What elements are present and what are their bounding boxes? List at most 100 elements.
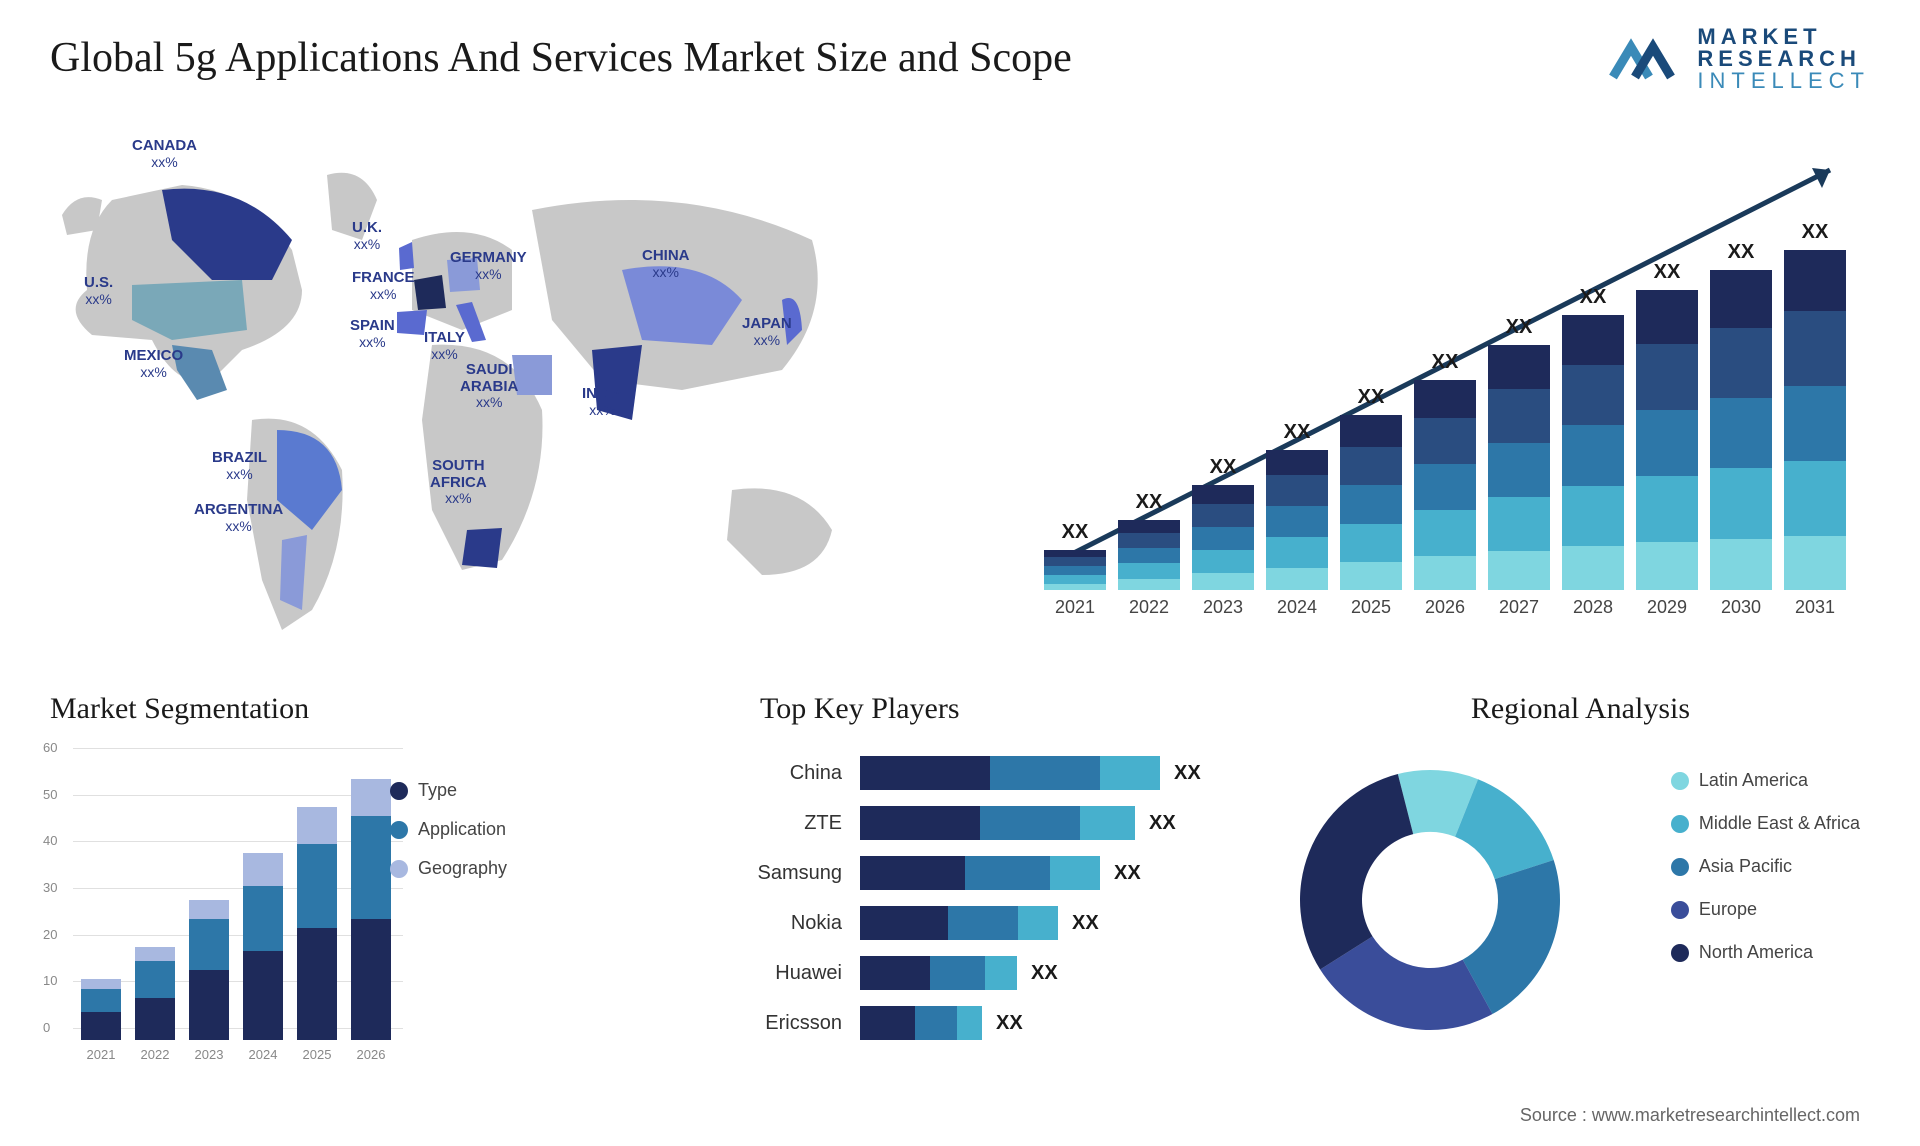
- main-bar-2031: [1784, 250, 1846, 590]
- map-label-spain: SPAINxx%: [350, 318, 395, 351]
- map-label-germany: GERMANYxx%: [450, 250, 527, 283]
- segmentation-legend: TypeApplicationGeography: [390, 780, 507, 879]
- regional-donut-chart: [1280, 750, 1580, 1050]
- main-xlabel: 2027: [1488, 597, 1550, 618]
- main-bar-2023: [1192, 485, 1254, 590]
- main-value-label: XX: [1340, 386, 1402, 409]
- player-bar: [860, 756, 1160, 790]
- regional-legend: Latin America Middle East & Africa Asia Pa…: [1671, 770, 1860, 963]
- map-label-mexico: MEXICOxx%: [124, 348, 183, 381]
- logo-chevrons-icon: [1609, 29, 1685, 89]
- main-bar-2029: [1636, 290, 1698, 590]
- seg-ytick: 0: [43, 1020, 50, 1035]
- main-xlabel: 2030: [1710, 597, 1772, 618]
- key-players-chart: ChinaXXZTEXXSamsungXXNokiaXXHuaweiXXEric…: [740, 755, 1300, 1055]
- player-name: Ericsson: [740, 1012, 860, 1035]
- player-value: XX: [1174, 762, 1201, 785]
- player-bar: [860, 806, 1135, 840]
- main-bar-2030: [1710, 270, 1772, 590]
- main-value-label: XX: [1562, 286, 1624, 309]
- brand-logo: MARKET RESEARCH INTELLECT: [1609, 26, 1870, 92]
- main-xlabel: 2024: [1266, 597, 1328, 618]
- player-bar: [860, 956, 1017, 990]
- player-value: XX: [1114, 862, 1141, 885]
- player-value: XX: [996, 1012, 1023, 1035]
- map-label-u-k-: U.K.xx%: [352, 220, 382, 253]
- map-label-south-africa: SOUTHAFRICAxx%: [430, 458, 487, 508]
- main-xlabel: 2021: [1044, 597, 1106, 618]
- main-xlabel: 2031: [1784, 597, 1846, 618]
- main-xlabel: 2026: [1414, 597, 1476, 618]
- main-value-label: XX: [1488, 316, 1550, 339]
- seg-ytick: 50: [43, 787, 57, 802]
- main-growth-chart: 2021XX2022XX2023XX2024XX2025XX2026XX2027…: [1040, 150, 1860, 620]
- player-name: China: [740, 762, 860, 785]
- donut-svg: [1280, 750, 1580, 1050]
- seg-ytick: 20: [43, 927, 57, 942]
- seg-bar-2023: [189, 900, 229, 1040]
- seg-xlabel: 2021: [81, 1047, 121, 1062]
- main-bar-2025: [1340, 415, 1402, 590]
- map-label-saudi-arabia: SAUDIARABIAxx%: [460, 362, 518, 412]
- main-bar-2024: [1266, 450, 1328, 590]
- player-value: XX: [1072, 912, 1099, 935]
- seg-xlabel: 2025: [297, 1047, 337, 1062]
- seg-xlabel: 2022: [135, 1047, 175, 1062]
- player-bar: [860, 906, 1058, 940]
- map-label-u-s-: U.S.xx%: [84, 275, 113, 308]
- player-row-china: China XX: [740, 755, 1300, 791]
- regional-legend-item: Asia Pacific: [1671, 856, 1860, 877]
- main-xlabel: 2029: [1636, 597, 1698, 618]
- player-row-samsung: SamsungXX: [740, 855, 1300, 891]
- regional-legend-item: North America: [1671, 942, 1860, 963]
- map-label-canada: CANADAxx%: [132, 138, 197, 171]
- segmentation-title: Market Segmentation: [50, 692, 309, 726]
- main-bar-2028: [1562, 315, 1624, 590]
- main-xlabel: 2028: [1562, 597, 1624, 618]
- main-bar-2021: [1044, 550, 1106, 590]
- player-name: Huawei: [740, 962, 860, 985]
- seg-bar-2024: [243, 853, 283, 1040]
- main-value-label: XX: [1710, 241, 1772, 264]
- player-row-ericsson: Ericsson XX: [740, 1005, 1300, 1041]
- seg-bar-2026: [351, 779, 391, 1040]
- seg-xlabel: 2023: [189, 1047, 229, 1062]
- main-xlabel: 2023: [1192, 597, 1254, 618]
- player-name: ZTE: [740, 812, 860, 835]
- seg-xlabel: 2026: [351, 1047, 391, 1062]
- seg-legend-item: Type: [390, 780, 507, 801]
- main-value-label: XX: [1266, 421, 1328, 444]
- main-bar-2026: [1414, 380, 1476, 590]
- map-label-france: FRANCExx%: [352, 270, 415, 303]
- player-name: Nokia: [740, 912, 860, 935]
- player-bar: [860, 1006, 982, 1040]
- map-label-italy: ITALYxx%: [424, 330, 465, 363]
- regional-legend-item: Europe: [1671, 899, 1860, 920]
- seg-ytick: 60: [43, 740, 57, 755]
- seg-bar-2025: [297, 807, 337, 1040]
- donut-slice-north-america: [1300, 774, 1413, 969]
- player-row-zte: ZTEXX: [740, 805, 1300, 841]
- player-row-huawei: Huawei XX: [740, 955, 1300, 991]
- main-value-label: XX: [1044, 521, 1106, 544]
- player-value: XX: [1031, 962, 1058, 985]
- players-title: Top Key Players: [760, 692, 960, 726]
- player-row-nokia: Nokia XX: [740, 905, 1300, 941]
- logo-text-1: MARKET: [1697, 26, 1870, 48]
- regional-legend-item: Middle East & Africa: [1671, 813, 1860, 834]
- main-value-label: XX: [1192, 456, 1254, 479]
- logo-text-3: INTELLECT: [1697, 70, 1870, 92]
- logo-text-2: RESEARCH: [1697, 48, 1870, 70]
- seg-legend-item: Application: [390, 819, 507, 840]
- page-title: Global 5g Applications And Services Mark…: [50, 34, 1072, 82]
- regional-legend-item: Latin America: [1671, 770, 1860, 791]
- seg-bar-2021: [81, 979, 121, 1040]
- regional-title: Regional Analysis: [1471, 692, 1690, 726]
- main-value-label: XX: [1636, 261, 1698, 284]
- map-label-india: INDIAxx%: [582, 386, 623, 419]
- main-xlabel: 2022: [1118, 597, 1180, 618]
- seg-ytick: 30: [43, 880, 57, 895]
- main-bar-2022: [1118, 520, 1180, 590]
- main-value-label: XX: [1414, 351, 1476, 374]
- map-label-china: CHINAxx%: [642, 248, 690, 281]
